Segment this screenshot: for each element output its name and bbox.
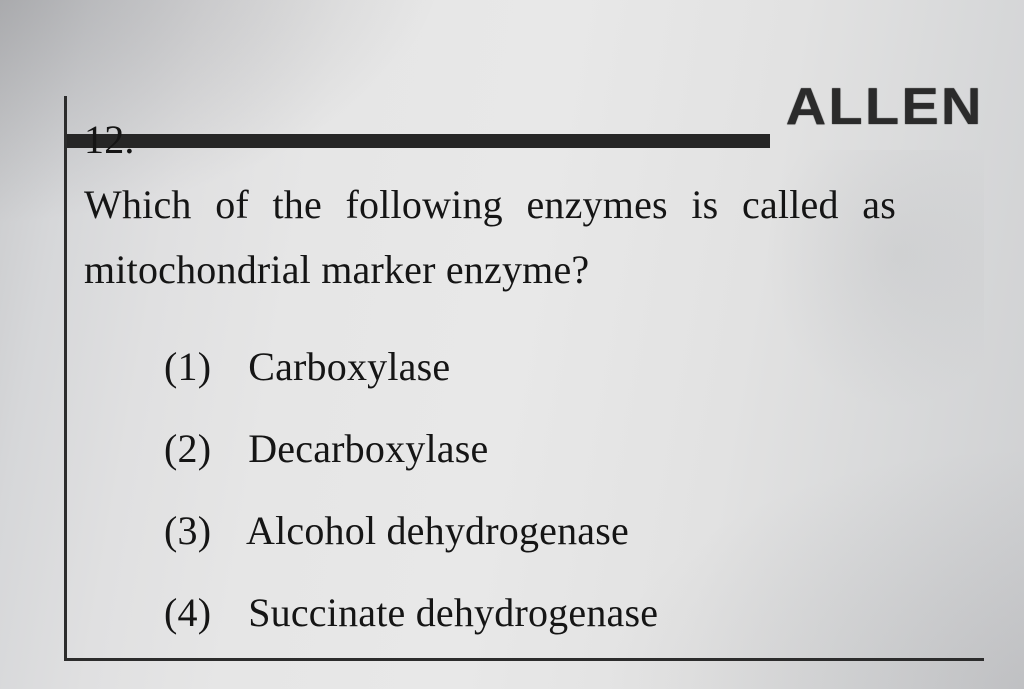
option-4-number: (4): [164, 572, 238, 654]
bottom-rule: [64, 658, 984, 661]
question-text: Which of the following enzymes is called…: [84, 173, 896, 303]
option-4-text: Succinate dehydrogenase: [248, 590, 658, 635]
option-2-text: Decarboxylase: [248, 426, 488, 471]
options-list: (1) Carboxylase (2) Decarboxylase (3) Al…: [164, 326, 976, 654]
question-number: 12.: [84, 108, 156, 173]
option-1: (1) Carboxylase: [164, 326, 976, 408]
left-border: [64, 96, 67, 660]
option-2: (2) Decarboxylase: [164, 408, 976, 490]
question-block: 12. Which of the following enzymes is ca…: [84, 108, 976, 654]
option-3-text: Alcohol dehydrogenase: [246, 508, 629, 553]
option-3: (3) Alcohol dehydrogenase: [164, 490, 976, 572]
option-1-text: Carboxylase: [248, 344, 450, 389]
option-1-number: (1): [164, 326, 238, 408]
option-4: (4) Succinate dehydrogenase: [164, 572, 976, 654]
option-3-number: (3): [164, 490, 238, 572]
page: ALLEN 12. Which of the following enzymes…: [0, 0, 1024, 689]
option-2-number: (2): [164, 408, 238, 490]
